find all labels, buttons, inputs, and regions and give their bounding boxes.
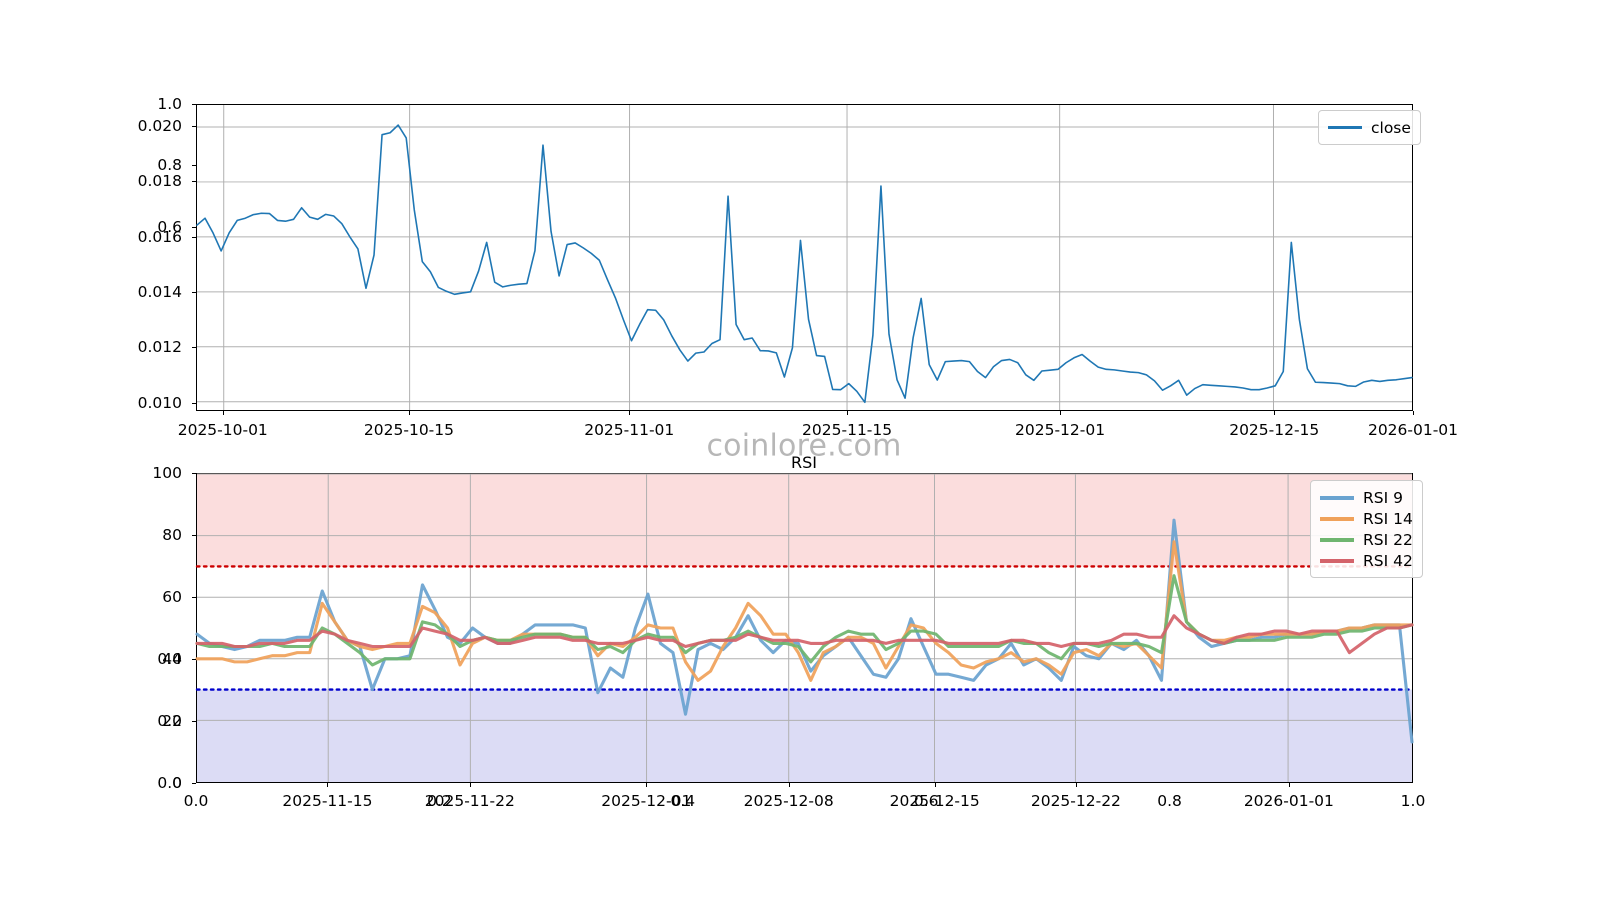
tick-mark xyxy=(192,126,196,128)
price-ytick-0.010: 0.010 xyxy=(137,393,182,412)
price-ytick-0.020: 0.020 xyxy=(137,117,182,136)
tick-mark xyxy=(646,783,648,787)
rsi-xtick-2025-11-22: 2025-11-22 xyxy=(424,792,515,810)
rsi-secondary-xtick-0.0: 0.0 xyxy=(183,792,209,810)
legend-item-rsi-22[interactable]: RSI 22 xyxy=(1320,529,1413,550)
tick-mark xyxy=(1413,411,1414,415)
rsi-secondary-xtick-0.6: 0.6 xyxy=(913,792,939,810)
rsi-xtick-2025-12-01: 2025-12-01 xyxy=(601,792,692,810)
price-ytick-0.018: 0.018 xyxy=(137,172,182,191)
legend-swatch-icon xyxy=(1328,126,1362,129)
rsi-plot-area xyxy=(195,473,1414,782)
rsi-legend: RSI 9 RSI 14 RSI 22 RSI 42 xyxy=(1310,480,1423,578)
price-secondary-ytick-0.6: 0.6 xyxy=(157,217,182,236)
tick-mark xyxy=(192,597,196,598)
price-chart-axes xyxy=(196,104,1413,411)
rsi-xtick-2025-12-15: 2025-12-15 xyxy=(889,792,980,810)
price-secondary-ytick-1.0: 1.0 xyxy=(157,95,182,113)
rsi-chart-axes xyxy=(195,473,1414,783)
rsi-secondary-xtick-1.0: 1.0 xyxy=(1400,792,1426,810)
tick-mark xyxy=(192,347,196,349)
price-xtick-2026-01-01: 2026-01-01 xyxy=(1367,421,1459,439)
tick-mark xyxy=(1274,411,1276,415)
tick-mark xyxy=(1060,411,1062,415)
rsi-secondary-xtick-0.8: 0.8 xyxy=(1157,792,1182,810)
legend-swatch-icon xyxy=(1320,558,1354,563)
rsi-ytick-0: 0 xyxy=(172,774,182,792)
rsi-secondary-xtick-0.2: 0.2 xyxy=(427,792,452,810)
price-xtick-2025-12-01: 2025-12-01 xyxy=(1015,421,1106,439)
tick-mark xyxy=(629,411,631,415)
tick-mark xyxy=(192,473,196,474)
tick-mark xyxy=(192,402,196,404)
legend-item-rsi-9[interactable]: RSI 9 xyxy=(1320,487,1413,508)
tick-mark xyxy=(1075,783,1077,787)
tick-mark xyxy=(192,165,196,167)
price-xtick-2025-11-15: 2025-11-15 xyxy=(802,421,893,439)
price-xtick-2025-11-01: 2025-11-01 xyxy=(584,421,675,439)
rsi-ytick-40: 40 xyxy=(162,650,182,668)
tick-mark xyxy=(788,783,790,787)
legend-swatch-icon xyxy=(1320,516,1354,521)
rsi-ytick-80: 80 xyxy=(162,526,182,544)
price-ytick-0.014: 0.014 xyxy=(137,283,182,302)
legend-item-rsi-42[interactable]: RSI 42 xyxy=(1320,550,1413,571)
legend-label: RSI 22 xyxy=(1363,530,1413,549)
price-xtick-2025-10-15: 2025-10-15 xyxy=(363,421,455,439)
rsi-subplot-title: RSI xyxy=(791,453,817,472)
legend-label: close xyxy=(1371,118,1411,137)
watermark-coinlore: coinlore.com xyxy=(706,428,902,464)
price-ytick-0.016: 0.016 xyxy=(137,227,182,246)
price-xtick-2025-10-01: 2025-10-01 xyxy=(177,421,268,439)
tick-mark xyxy=(327,783,329,787)
rsi-ytick-60: 60 xyxy=(162,588,182,606)
tick-mark xyxy=(469,783,471,787)
tick-mark xyxy=(192,535,196,536)
rsi-xtick-2026-01-01: 2026-01-01 xyxy=(1243,792,1334,810)
rsi-xtick-2025-11-15: 2025-11-15 xyxy=(282,792,373,810)
legend-label: RSI 42 xyxy=(1363,551,1413,570)
tick-mark xyxy=(1288,783,1290,787)
rsi-secondary-ytick-0.0: 0.0 xyxy=(157,774,182,792)
rsi-xtick-2025-12-08: 2025-12-08 xyxy=(743,792,834,810)
rsi-xtick-2025-12-22: 2025-12-22 xyxy=(1030,792,1121,810)
price-xtick-2025-12-15: 2025-12-15 xyxy=(1229,421,1320,439)
rsi-secondary-ytick-0.4: 0.4 xyxy=(157,650,182,668)
tick-mark xyxy=(192,721,196,722)
legend-swatch-icon xyxy=(1320,537,1354,542)
legend-swatch-icon xyxy=(1320,495,1354,500)
tick-mark xyxy=(192,181,196,183)
tick-mark xyxy=(192,104,196,105)
legend-item-close[interactable]: close xyxy=(1328,117,1411,138)
legend-label: RSI 9 xyxy=(1363,488,1403,507)
tick-mark xyxy=(192,226,196,228)
price-legend: close xyxy=(1318,110,1421,145)
legend-item-rsi-14[interactable]: RSI 14 xyxy=(1320,508,1413,529)
tick-mark xyxy=(847,411,849,415)
rsi-ytick-20: 20 xyxy=(162,712,182,730)
tick-mark xyxy=(192,659,196,660)
tick-mark xyxy=(192,292,196,294)
price-ytick-0.012: 0.012 xyxy=(137,338,182,357)
tick-mark xyxy=(934,783,936,787)
tick-mark xyxy=(192,236,196,238)
tick-mark xyxy=(192,783,196,784)
price-secondary-ytick-0.8: 0.8 xyxy=(157,156,182,175)
tick-mark xyxy=(222,411,224,415)
price-plot-area xyxy=(196,105,1413,410)
rsi-secondary-xtick-0.4: 0.4 xyxy=(670,792,696,810)
rsi-ytick-100: 100 xyxy=(152,464,182,482)
rsi-secondary-ytick-0.2: 0.2 xyxy=(157,712,182,730)
tick-mark xyxy=(408,411,410,415)
legend-label: RSI 14 xyxy=(1363,509,1413,528)
